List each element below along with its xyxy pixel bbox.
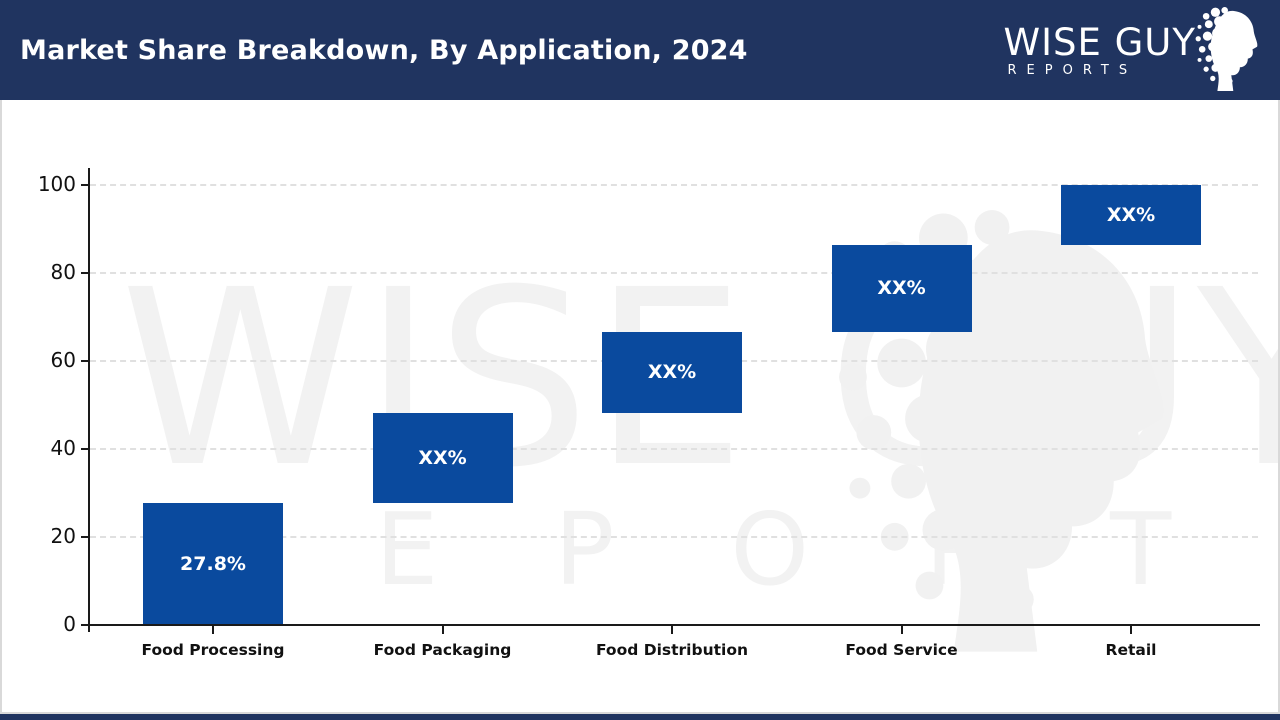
bar-value-label: XX% (418, 446, 467, 469)
category-label: Food Distribution (595, 641, 749, 659)
bar-value-label: XX% (877, 277, 926, 300)
bar-value-label: 27.8% (180, 552, 246, 575)
bar-value-label: XX% (647, 361, 697, 384)
x-axis-tick (212, 626, 214, 634)
brand-logo-text: WISE GUY REPORTS (1004, 24, 1196, 77)
x-axis-tick (441, 626, 444, 634)
bar: 27.8% (143, 502, 283, 625)
y-tick-label: 0 (63, 612, 76, 636)
y-axis-tick (81, 272, 90, 274)
chart-title: Market Share Breakdown, By Application, … (20, 34, 748, 66)
category-label: Food Service (845, 641, 958, 659)
bar: XX% (602, 331, 742, 413)
bar: XX% (1061, 185, 1201, 245)
x-axis-line (85, 624, 1260, 626)
y-axis-tick (81, 536, 90, 538)
gridline (90, 536, 1258, 538)
gridline (90, 448, 1258, 450)
y-axis-tick (81, 360, 90, 362)
brand-name: WISE GUY (1003, 20, 1196, 64)
x-axis-tick (671, 626, 673, 634)
y-tick-label: 40 (50, 436, 76, 460)
y-tick-label: 80 (50, 260, 76, 284)
x-axis-tick (900, 626, 903, 634)
y-axis-tick (81, 184, 90, 186)
gridline (90, 272, 1258, 274)
bar: XX% (372, 412, 513, 503)
header-bar: Market Share Breakdown, By Application, … (0, 0, 1280, 100)
category-label: Food Processing (141, 641, 285, 659)
bar: XX% (831, 244, 972, 332)
y-axis-line (88, 168, 90, 632)
footer-bar (0, 714, 1280, 720)
category-label: Food Packaging (373, 641, 512, 659)
brand-logo: WISE GUY REPORTS (1004, 7, 1262, 93)
chart-area: WISE GUY R E P O R T S 02040608010027.8%… (0, 100, 1280, 714)
y-axis-tick (81, 448, 90, 450)
y-tick-label: 100 (37, 172, 76, 196)
y-axis-tick (81, 624, 90, 626)
brand-face-icon (1195, 7, 1258, 92)
plot-region: 0 20 40 60 80 100 27.8% Food Processing XX% Food … (2, 100, 1278, 712)
y-tick-label: 20 (50, 524, 76, 548)
y-tick-label: 60 (50, 348, 76, 372)
gridline (90, 184, 1258, 186)
x-axis-tick (1130, 626, 1132, 634)
bar-value-label: XX% (1106, 203, 1156, 226)
brand-subtitle: REPORTS (1007, 62, 1138, 78)
category-label: Retail (1105, 641, 1157, 659)
